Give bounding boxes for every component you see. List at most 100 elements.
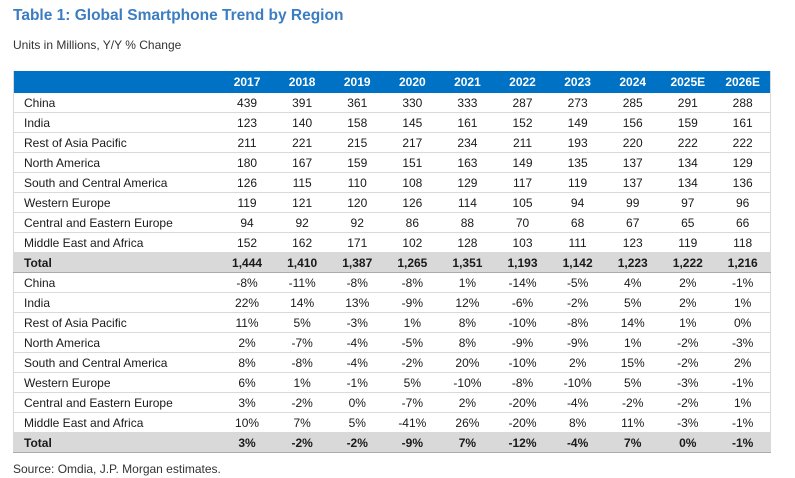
source-note: Source: Omdia, J.P. Morgan estimates. — [13, 462, 221, 476]
value-cell: 114 — [439, 192, 495, 213]
value-cell: 2% — [715, 352, 771, 373]
value-cell: 361 — [329, 93, 385, 113]
value-cell: -1% — [715, 272, 771, 293]
value-cell: 1,351 — [439, 252, 495, 273]
value-cell: 161 — [715, 112, 771, 133]
value-cell: 333 — [439, 93, 495, 113]
table-row: Rest of Asia Pacific 211 221 215 217 234 211 19… — [13, 132, 771, 153]
value-cell: 70 — [494, 212, 551, 233]
region-label: Middle East and Africa — [13, 412, 220, 433]
year-header: 2023 — [550, 71, 606, 93]
value-cell: 222 — [660, 132, 716, 153]
value-cell: -1% — [715, 432, 771, 453]
value-cell: 211 — [494, 132, 551, 153]
table-row: Western Europe 6% 1% -1% 5% -10% -8% -10% 5% -3% -… — [13, 372, 771, 393]
value-cell: -10% — [439, 372, 495, 393]
value-cell: -10% — [550, 372, 606, 393]
value-cell: 2% — [219, 332, 275, 353]
total-label: Total — [13, 252, 220, 273]
region-label: Western Europe — [13, 192, 220, 213]
value-cell: -3% — [329, 312, 385, 333]
value-cell: -2% — [660, 392, 716, 413]
value-cell: -1% — [715, 412, 771, 433]
value-cell: -9% — [494, 332, 551, 353]
value-cell: 120 — [329, 192, 385, 213]
value-cell: 105 — [494, 192, 551, 213]
table-row: India 123 140 158 145 161 152 149 156 159 161 — [13, 112, 771, 133]
value-cell: 1% — [274, 372, 330, 393]
value-cell: 110 — [329, 172, 385, 193]
value-cell: 92 — [329, 212, 385, 233]
value-cell: 94 — [219, 212, 275, 233]
value-cell: 5% — [329, 412, 385, 433]
value-cell: 86 — [384, 212, 440, 233]
value-cell: -10% — [494, 312, 551, 333]
table-row: South and Central America 126 115 110 108 129… — [13, 172, 771, 193]
year-header: 2017 — [219, 71, 275, 93]
value-cell: 88 — [439, 212, 495, 233]
region-label: Central and Eastern Europe — [13, 392, 220, 413]
value-cell: 0% — [329, 392, 385, 413]
value-cell: -2% — [274, 432, 330, 453]
value-cell: -3% — [660, 372, 716, 393]
value-cell: -20% — [494, 412, 551, 433]
value-cell: -2% — [550, 292, 606, 313]
table-row: Middle East and Africa 10% 7% 5% -41% 26% -20%… — [13, 412, 771, 433]
value-cell: 291 — [660, 93, 716, 113]
value-cell: 8% — [439, 332, 495, 353]
value-cell: -3% — [660, 412, 716, 433]
value-cell: -4% — [550, 392, 606, 413]
value-cell: 4% — [605, 272, 661, 293]
year-header-row: 2017 2018 2019 2020 2021 2022 2023 2024 2025E 202… — [13, 71, 771, 93]
value-cell: 1,410 — [274, 252, 330, 273]
value-cell: 20% — [439, 352, 495, 373]
value-cell: 391 — [274, 93, 330, 113]
value-cell: 163 — [439, 152, 495, 173]
value-cell: 8% — [439, 312, 495, 333]
value-cell: 6% — [219, 372, 275, 393]
value-cell: 1,444 — [219, 252, 275, 273]
value-cell: 5% — [274, 312, 330, 333]
value-cell: -7% — [384, 392, 440, 413]
value-cell: 2% — [439, 392, 495, 413]
value-cell: -20% — [494, 392, 551, 413]
table-row: Central and Eastern Europe 3% -2% 0% -7% 2% -2… — [13, 392, 771, 413]
value-cell: 159 — [660, 112, 716, 133]
region-label: Central and Eastern Europe — [13, 212, 220, 233]
year-header: 2020 — [384, 71, 440, 93]
value-cell: 1% — [384, 312, 440, 333]
region-label: South and Central America — [13, 172, 220, 193]
value-cell: 67 — [605, 212, 661, 233]
year-header: 2026E — [715, 71, 771, 93]
value-cell: 11% — [605, 412, 661, 433]
value-cell: 1% — [660, 312, 716, 333]
value-cell: 439 — [219, 93, 275, 113]
value-cell: -1% — [329, 372, 385, 393]
value-cell: 137 — [605, 152, 661, 173]
region-label: North America — [13, 332, 220, 353]
value-cell: 2% — [660, 272, 716, 293]
value-cell: 1,265 — [384, 252, 440, 273]
value-cell: 66 — [715, 212, 771, 233]
value-cell: -8% — [494, 372, 551, 393]
table-row: Rest of Asia Pacific 11% 5% -3% 1% 8% -10% -8% 1… — [13, 312, 771, 333]
table-row: North America 180 167 159 151 163 149 135 137 134… — [13, 152, 771, 173]
table-header: 2017 2018 2019 2020 2021 2022 2023 2024 2025E 202… — [13, 71, 771, 93]
value-cell: 149 — [494, 152, 551, 173]
pct-change-section-body: China -8% -11% -8% -8% 1% -14% -5% 4% 2% -1% India 2… — [13, 272, 771, 453]
value-cell: 5% — [605, 292, 661, 313]
value-cell: 0% — [715, 312, 771, 333]
region-label: South and Central America — [13, 352, 220, 373]
table-subtitle: Units in Millions, Y/Y % Change — [13, 38, 182, 52]
value-cell: 285 — [605, 93, 661, 113]
value-cell: 1,216 — [715, 252, 771, 273]
page-title: Table 1: Global Smartphone Trend by Regi… — [13, 7, 344, 24]
value-cell: 149 — [550, 112, 606, 133]
table-row: China 439 391 361 330 333 287 273 285 291 288 — [13, 93, 771, 113]
value-cell: -7% — [274, 332, 330, 353]
year-header: 2024 — [605, 71, 661, 93]
value-cell: 1% — [439, 272, 495, 293]
total-label: Total — [13, 432, 220, 453]
value-cell: 123 — [219, 112, 275, 133]
value-cell: 193 — [550, 132, 606, 153]
